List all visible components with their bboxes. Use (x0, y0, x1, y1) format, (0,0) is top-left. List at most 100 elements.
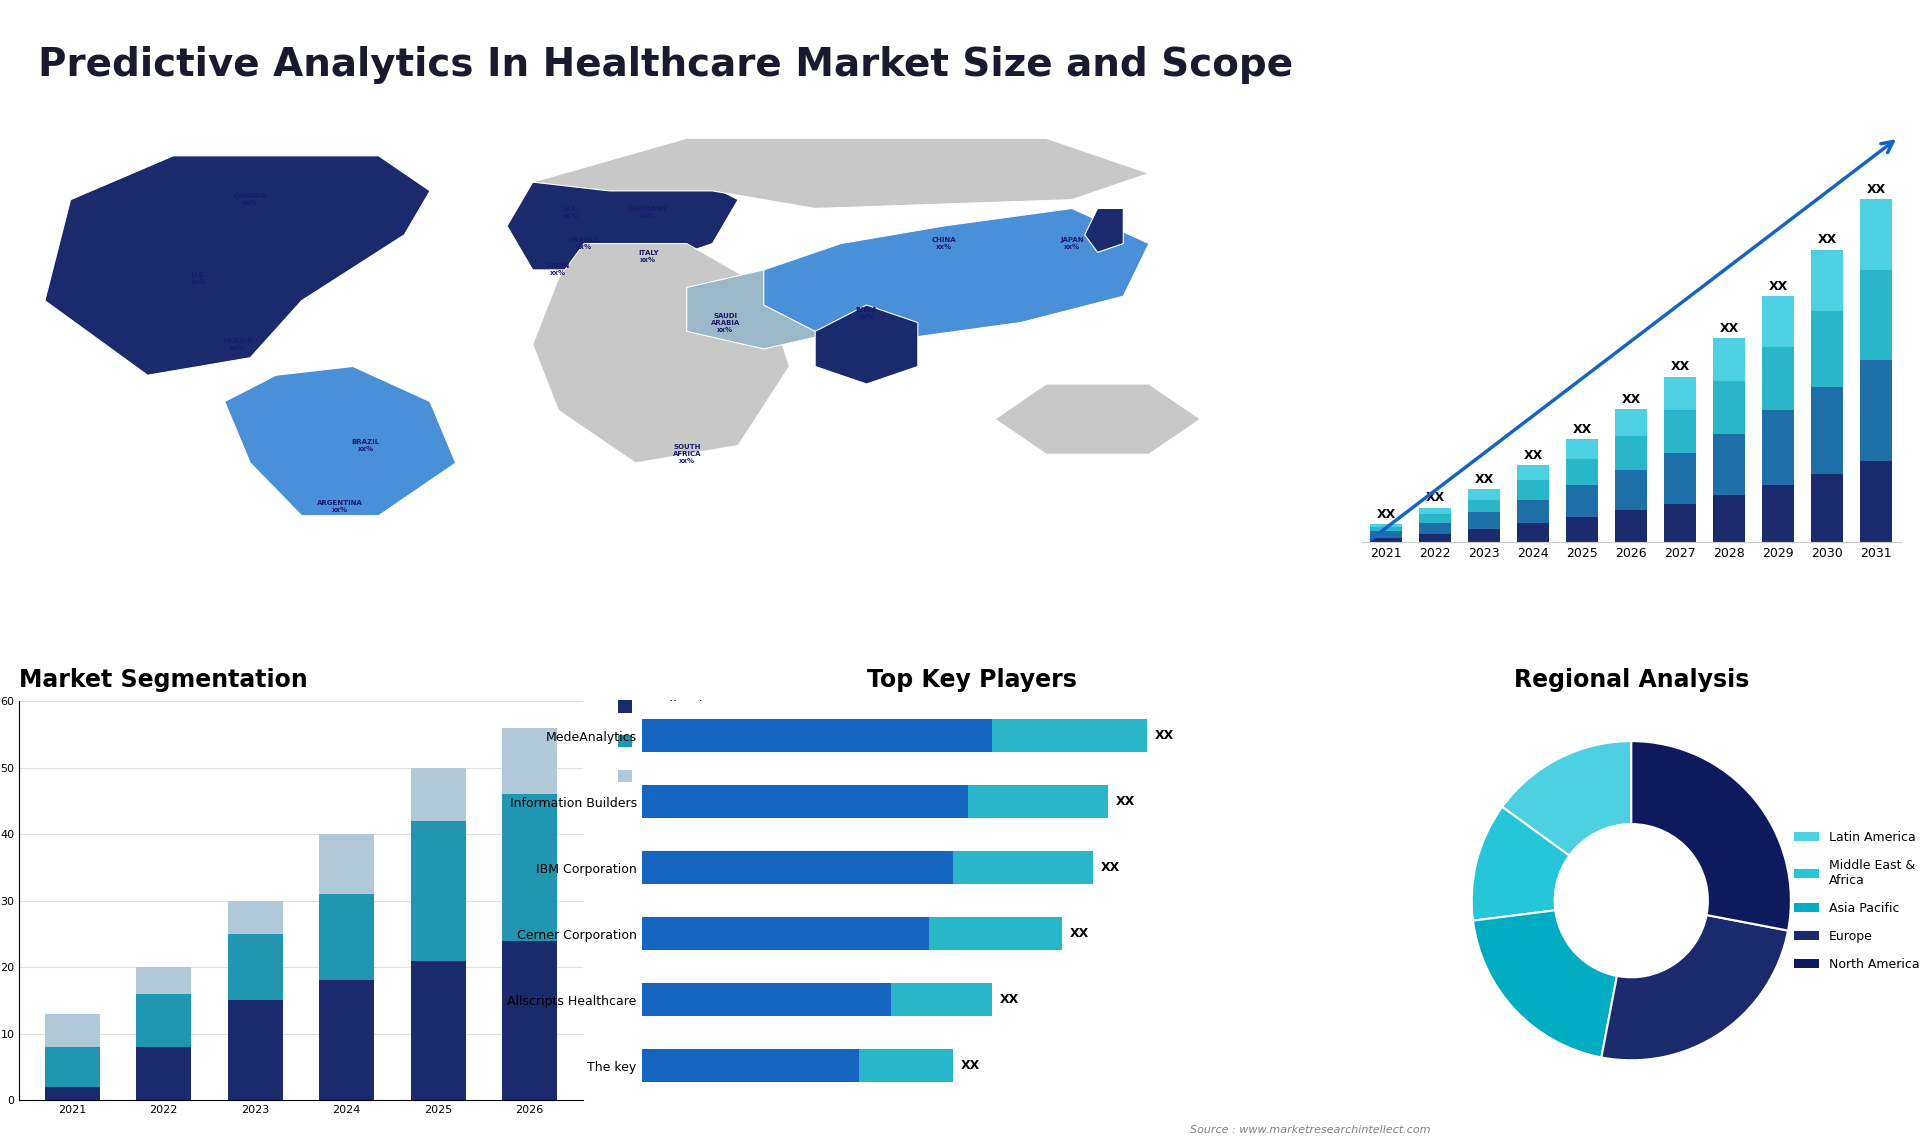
Bar (1811, 250, 1843, 311)
Text: XX: XX (1156, 729, 1175, 743)
Text: ARGENTINA
xx%: ARGENTINA xx% (317, 501, 363, 513)
Polygon shape (225, 367, 455, 516)
Text: XX: XX (1116, 795, 1135, 808)
Bar (1419, 534, 1452, 542)
Text: XX: XX (1069, 927, 1089, 940)
Bar (319, 981, 374, 1100)
Legend: Latin America, Middle East &
Africa, Asia Pacific, Europe, North America: Latin America, Middle East & Africa, Asi… (1789, 825, 1920, 975)
Bar (1860, 462, 1893, 542)
Bar (860, 1049, 952, 1082)
Bar (1469, 529, 1500, 542)
Bar (1615, 470, 1647, 510)
Circle shape (1555, 824, 1709, 978)
Bar (641, 983, 891, 1017)
Bar (1860, 360, 1893, 462)
Bar (1567, 439, 1597, 460)
Polygon shape (532, 139, 1148, 209)
Bar (1713, 495, 1745, 542)
Text: INDIA
xx%: INDIA xx% (856, 307, 877, 320)
Text: MARKET: MARKET (1776, 52, 1824, 62)
Bar (891, 983, 993, 1017)
Bar (503, 941, 557, 1100)
Bar (952, 851, 1092, 885)
Bar (136, 967, 192, 994)
Text: XX: XX (1524, 449, 1544, 462)
Text: RESEARCH: RESEARCH (1776, 76, 1837, 86)
Bar (1419, 508, 1452, 515)
Text: JAPAN
xx%: JAPAN xx% (1060, 237, 1083, 250)
Text: XX: XX (1622, 393, 1642, 406)
Bar (641, 917, 929, 950)
Bar (1567, 460, 1597, 485)
Bar (1665, 410, 1695, 453)
Text: INTELLECT: INTELLECT (1776, 100, 1837, 110)
Text: FRANCE
xx%: FRANCE xx% (568, 237, 599, 250)
Bar (641, 785, 968, 818)
Bar (1860, 270, 1893, 360)
Bar (1713, 380, 1745, 434)
Bar (411, 960, 467, 1100)
Bar (1469, 512, 1500, 529)
Legend: Application, Product, Geography: Application, Product, Geography (618, 700, 720, 784)
Polygon shape (687, 270, 841, 348)
Bar (1517, 500, 1549, 523)
Text: BRAZIL
xx%: BRAZIL xx% (351, 439, 380, 452)
Text: XX: XX (1866, 183, 1885, 196)
Text: Predictive Analytics In Healthcare Market Size and Scope: Predictive Analytics In Healthcare Marke… (38, 46, 1294, 84)
Bar (44, 1014, 100, 1047)
Bar (319, 894, 374, 981)
Text: XX: XX (1100, 861, 1119, 874)
Bar (968, 785, 1108, 818)
Bar (1419, 515, 1452, 523)
Bar (503, 794, 557, 941)
Bar (1371, 524, 1402, 527)
Bar (1517, 523, 1549, 542)
Text: XX: XX (1670, 360, 1690, 374)
Polygon shape (1645, 53, 1740, 101)
Bar (1517, 480, 1549, 500)
Bar (228, 934, 282, 1000)
Bar (228, 1000, 282, 1100)
Bar (1567, 517, 1597, 542)
Text: GERMANY
xx%: GERMANY xx% (628, 206, 668, 219)
Bar (929, 917, 1062, 950)
Bar (641, 851, 952, 885)
Text: XX: XX (1720, 322, 1740, 335)
Wedge shape (1501, 741, 1632, 856)
Bar (1615, 510, 1647, 542)
Text: U.S.
xx%: U.S. xx% (190, 273, 207, 285)
Bar (1811, 311, 1843, 387)
Bar (136, 994, 192, 1047)
Text: XX: XX (1475, 473, 1494, 486)
Bar (44, 1047, 100, 1086)
Polygon shape (816, 305, 918, 384)
Bar (1713, 434, 1745, 495)
Bar (44, 1086, 100, 1100)
Bar (1469, 500, 1500, 512)
Bar (1419, 523, 1452, 534)
Bar (1469, 489, 1500, 500)
Polygon shape (764, 209, 1148, 340)
Bar (1665, 453, 1695, 504)
Text: CANADA
xx%: CANADA xx% (234, 194, 267, 206)
Bar (1811, 474, 1843, 542)
Bar (136, 1047, 192, 1100)
Text: SPAIN
xx%: SPAIN xx% (547, 264, 570, 276)
Bar (411, 821, 467, 960)
Title: Top Key Players: Top Key Players (868, 668, 1077, 692)
Text: ITALY
xx%: ITALY xx% (637, 250, 659, 264)
Bar (1763, 296, 1793, 347)
Bar (503, 728, 557, 794)
Bar (1665, 504, 1695, 542)
Text: MEXICO
xx%: MEXICO xx% (223, 338, 253, 351)
Bar (1517, 465, 1549, 480)
Bar (228, 901, 282, 934)
Bar (1763, 410, 1793, 485)
Bar (641, 1049, 860, 1082)
Title: Regional Analysis: Regional Analysis (1513, 668, 1749, 692)
Polygon shape (532, 244, 789, 463)
Text: Source : www.marketresearchintellect.com: Source : www.marketresearchintellect.com (1190, 1124, 1430, 1135)
Bar (1811, 387, 1843, 474)
Wedge shape (1473, 807, 1569, 920)
Text: XX: XX (1818, 234, 1837, 246)
